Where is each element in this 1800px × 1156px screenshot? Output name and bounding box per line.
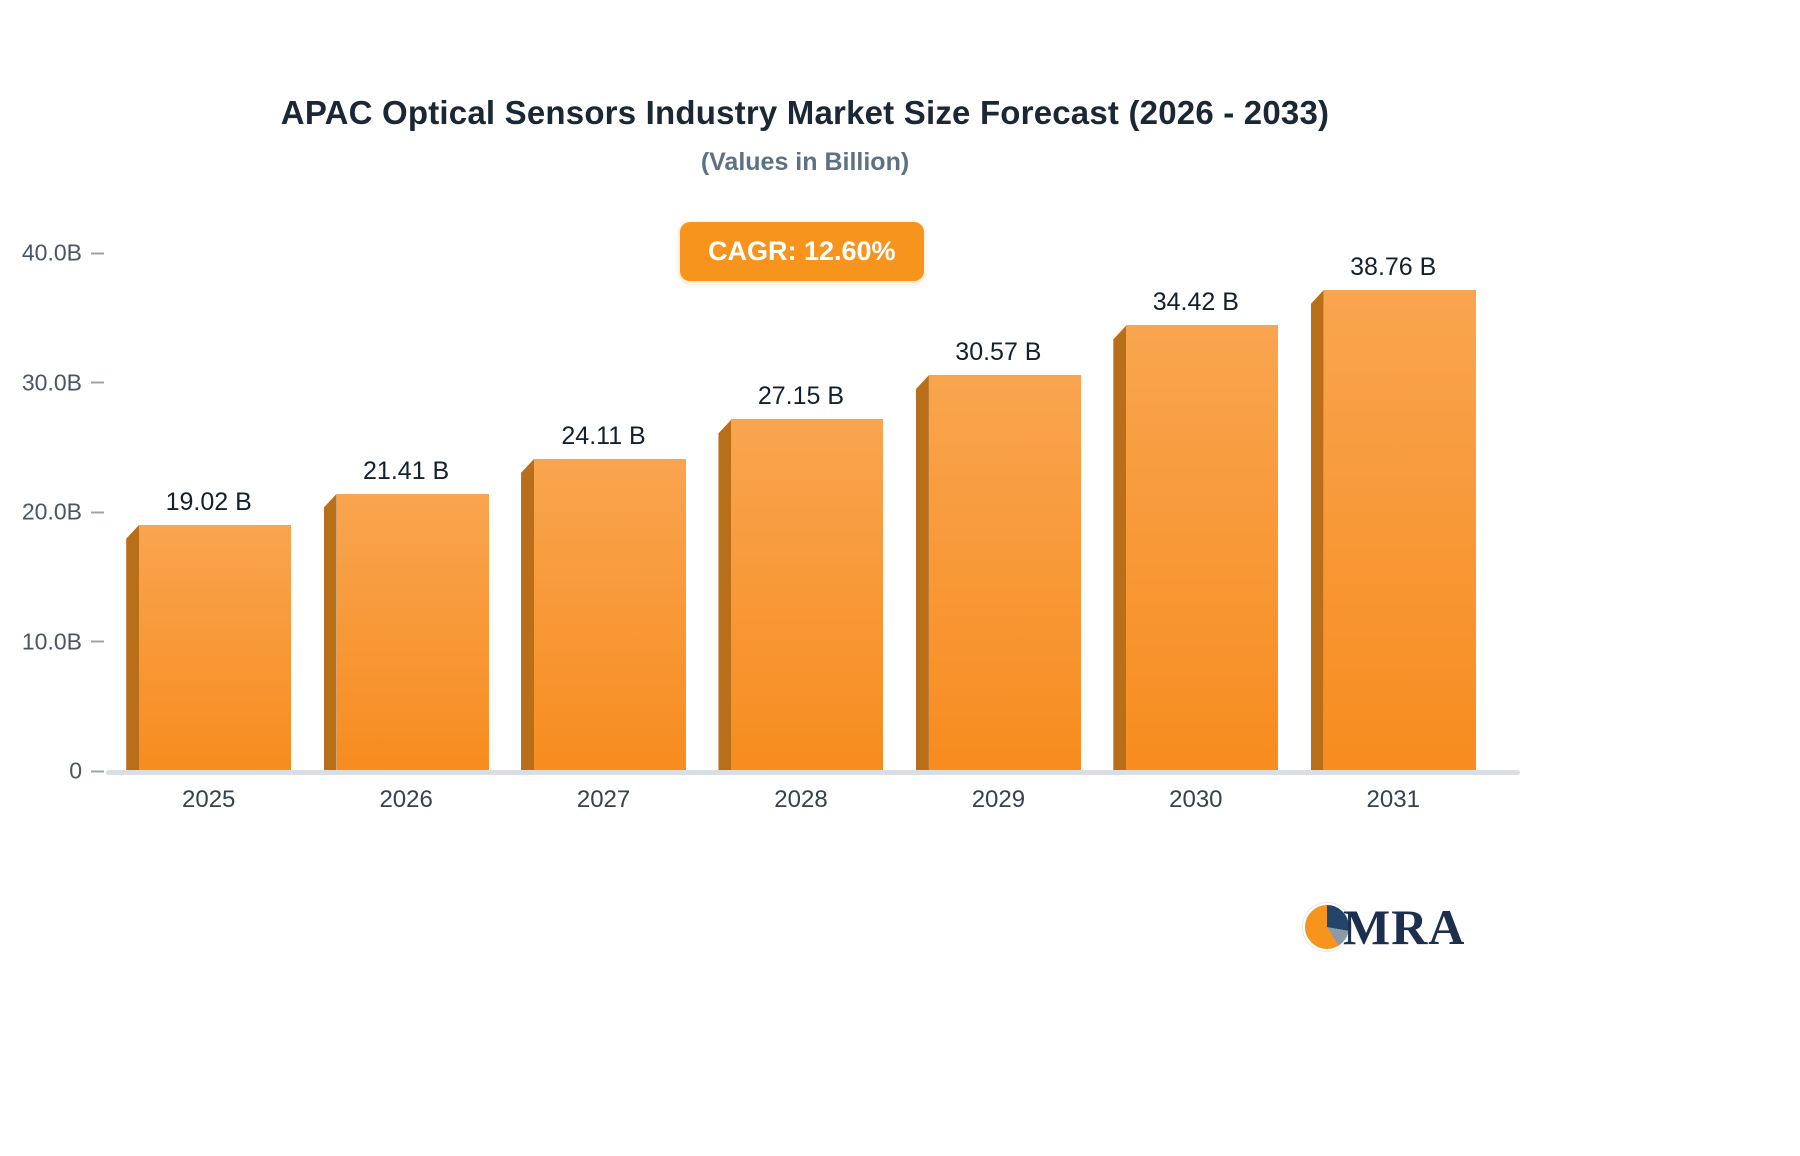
x-axis-label: 2028 (774, 786, 828, 813)
y-axis: 40.0B 30.0B 20.0B 10.0B 0 (0, 240, 104, 784)
bar-group: 24.11 B (505, 253, 702, 771)
logo-text: MRA (1343, 899, 1466, 955)
x-axis-label: 2026 (379, 786, 433, 813)
bar (915, 375, 1081, 771)
y-tick-label: 20.0B (21, 498, 82, 525)
y-tick-label: 30.0B (21, 369, 82, 395)
bar-front-face (1126, 325, 1279, 771)
y-tick-mark (91, 381, 104, 384)
bar-side-face (323, 493, 337, 771)
bar-value-label: 38.76 B (1350, 253, 1437, 281)
bar (323, 493, 489, 771)
bar-group: 19.02 B (110, 253, 307, 771)
bar-value-label: 19.02 B (165, 487, 252, 516)
bar-side-face (1310, 290, 1324, 771)
x-axis: 2025 2026 2027 2028 2029 2030 2031 (110, 786, 1520, 814)
x-axis-label: 2031 (1366, 786, 1420, 813)
x-axis-label: 2027 (576, 786, 631, 813)
bar-front-face (928, 375, 1081, 771)
bar-front-face (139, 524, 292, 771)
y-tick-mark (91, 770, 104, 772)
bar-value-label: 30.57 B (955, 338, 1042, 367)
bar (126, 524, 292, 771)
bar-front-face (336, 493, 489, 771)
bar-side-face (521, 458, 535, 771)
y-tick: 20.0B (22, 499, 104, 526)
y-tick: 0 (69, 758, 104, 785)
y-tick: 30.0B (22, 369, 104, 396)
y-tick-label: 0 (69, 757, 82, 784)
bar-side-face (718, 419, 732, 771)
logo: MRA (1303, 898, 1465, 956)
bar-side-face (1113, 325, 1127, 771)
x-axis-line (106, 770, 1520, 775)
y-tick-mark (91, 511, 104, 513)
x-axis-label: 2029 (971, 786, 1026, 813)
bar-front-face (731, 419, 884, 771)
bar-value-label: 34.42 B (1152, 288, 1239, 317)
bars-container: 19.02 B 21.41 B 24.11 B 27.15 B 30.57 B 34.42… (110, 253, 1520, 771)
x-axis-label: 2025 (182, 786, 236, 813)
bar-value-label: 21.41 B (363, 456, 450, 485)
y-tick-mark (91, 252, 104, 254)
bar-group: 34.42 B (1097, 253, 1294, 771)
chart-header: APAC Optical Sensors Industry Market Siz… (0, 94, 1610, 177)
bar-group: 38.76 B (1295, 253, 1492, 771)
y-tick: 40.0B (22, 240, 104, 267)
bar-front-face (534, 458, 687, 771)
bar (521, 458, 687, 771)
bar (1113, 325, 1279, 771)
bar-side-face (915, 375, 929, 771)
bar-group: 30.57 B (900, 253, 1097, 771)
pie-logo-icon (1303, 903, 1351, 951)
chart-subtitle: (Values in Billion) (700, 148, 910, 176)
bar-group: 21.41 B (307, 253, 504, 771)
bar-front-face (1323, 290, 1476, 771)
bar-group: 27.15 B (702, 253, 899, 771)
chart-title: APAC Optical Sensors Industry Market Siz… (280, 94, 1330, 131)
bar-value-label: 27.15 B (757, 382, 845, 411)
bar (1310, 290, 1476, 771)
bar (718, 419, 884, 771)
bar-value-label: 24.11 B (561, 421, 646, 450)
plot-area: 19.02 B 21.41 B 24.11 B 27.15 B 30.57 B 34.42… (106, 253, 1520, 775)
cagr-badge: CAGR: 12.60% (680, 222, 924, 281)
bar-side-face (126, 524, 140, 771)
y-tick-mark (91, 640, 104, 643)
x-axis-label: 2030 (1169, 786, 1223, 813)
y-tick-label: 10.0B (21, 628, 82, 654)
y-tick: 10.0B (22, 628, 104, 655)
y-tick-label: 40.0B (21, 239, 82, 266)
